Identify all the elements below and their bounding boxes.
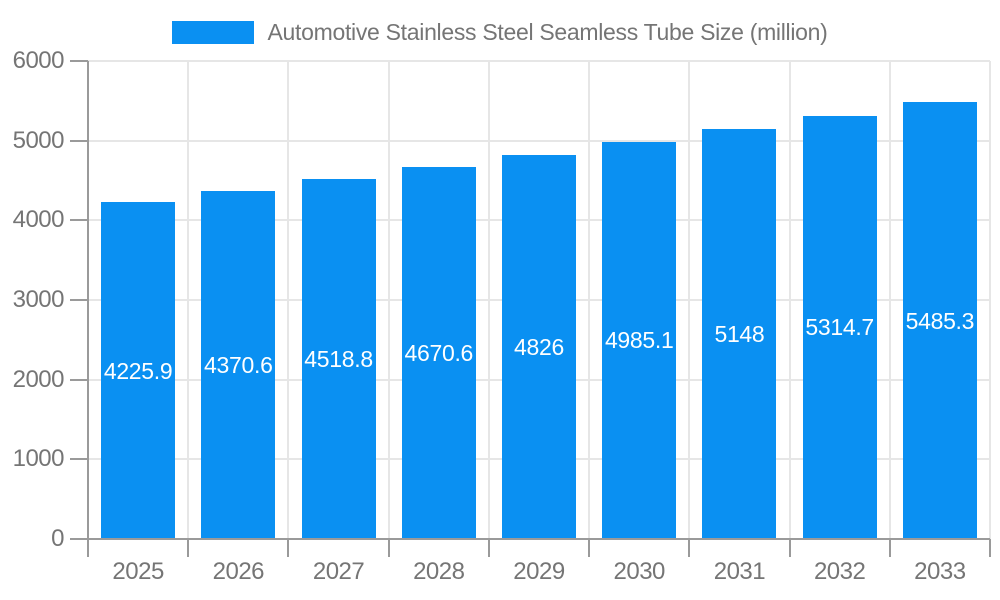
y-tick-label: 0 — [51, 525, 64, 552]
x-tick-label: 2029 — [513, 558, 565, 585]
bar[interactable] — [101, 202, 176, 539]
x-tick-label: 2032 — [813, 558, 866, 585]
x-tick-mark — [989, 539, 991, 557]
h-gridline — [88, 60, 990, 62]
x-tick-label: 2030 — [613, 558, 666, 585]
x-tick-label: 2026 — [212, 558, 265, 585]
y-tick-mark — [70, 378, 88, 381]
y-tick-mark — [70, 139, 88, 142]
y-tick-mark — [70, 219, 88, 222]
v-gridline — [989, 61, 991, 539]
h-gridline — [88, 139, 990, 142]
y-tick-mark — [70, 538, 88, 540]
x-tick-mark — [287, 539, 290, 557]
v-gridline — [688, 61, 691, 539]
x-tick-label: 2027 — [312, 558, 365, 585]
bar[interactable] — [902, 102, 977, 539]
bar[interactable] — [401, 166, 476, 539]
x-tick-mark — [187, 539, 190, 557]
legend-swatch — [172, 20, 255, 44]
x-axis-line — [88, 538, 990, 540]
v-gridline — [387, 61, 390, 539]
y-tick-label: 2000 — [12, 365, 65, 393]
bar[interactable] — [602, 141, 677, 539]
bar[interactable] — [201, 190, 276, 539]
v-gridline — [788, 61, 791, 539]
v-gridline — [287, 61, 290, 539]
x-tick-mark — [788, 539, 791, 557]
x-tick-label: 2025 — [112, 558, 164, 585]
bar[interactable] — [301, 179, 376, 539]
y-tick-label: 3000 — [12, 286, 65, 313]
x-tick-mark — [888, 539, 891, 557]
x-tick-mark — [688, 539, 691, 557]
y-tick-label: 1000 — [12, 445, 65, 473]
v-gridline — [187, 61, 190, 539]
y-axis-line — [87, 61, 89, 557]
y-tick-label: 4000 — [12, 206, 65, 234]
y-tick-mark — [70, 60, 88, 62]
bar[interactable] — [802, 115, 877, 539]
x-tick-label: 2028 — [413, 558, 465, 585]
y-tick-mark — [70, 299, 88, 301]
legend-label: Automotive Stainless Steel Seamless Tube… — [267, 18, 828, 45]
x-tick-mark — [487, 539, 490, 557]
v-gridline — [588, 61, 591, 539]
x-tick-label: 2033 — [914, 558, 966, 585]
x-tick-label: 2031 — [713, 558, 766, 585]
x-tick-mark — [588, 539, 591, 557]
bar[interactable] — [702, 128, 777, 539]
legend-item[interactable]: Automotive Stainless Steel Seamless Tube… — [0, 18, 1000, 46]
v-gridline — [888, 61, 891, 539]
y-tick-label: 5000 — [12, 126, 65, 154]
y-tick-mark — [70, 458, 88, 461]
x-tick-mark — [387, 539, 390, 557]
y-tick-label: 6000 — [12, 47, 65, 74]
v-gridline — [487, 61, 490, 539]
bar[interactable] — [502, 154, 576, 539]
